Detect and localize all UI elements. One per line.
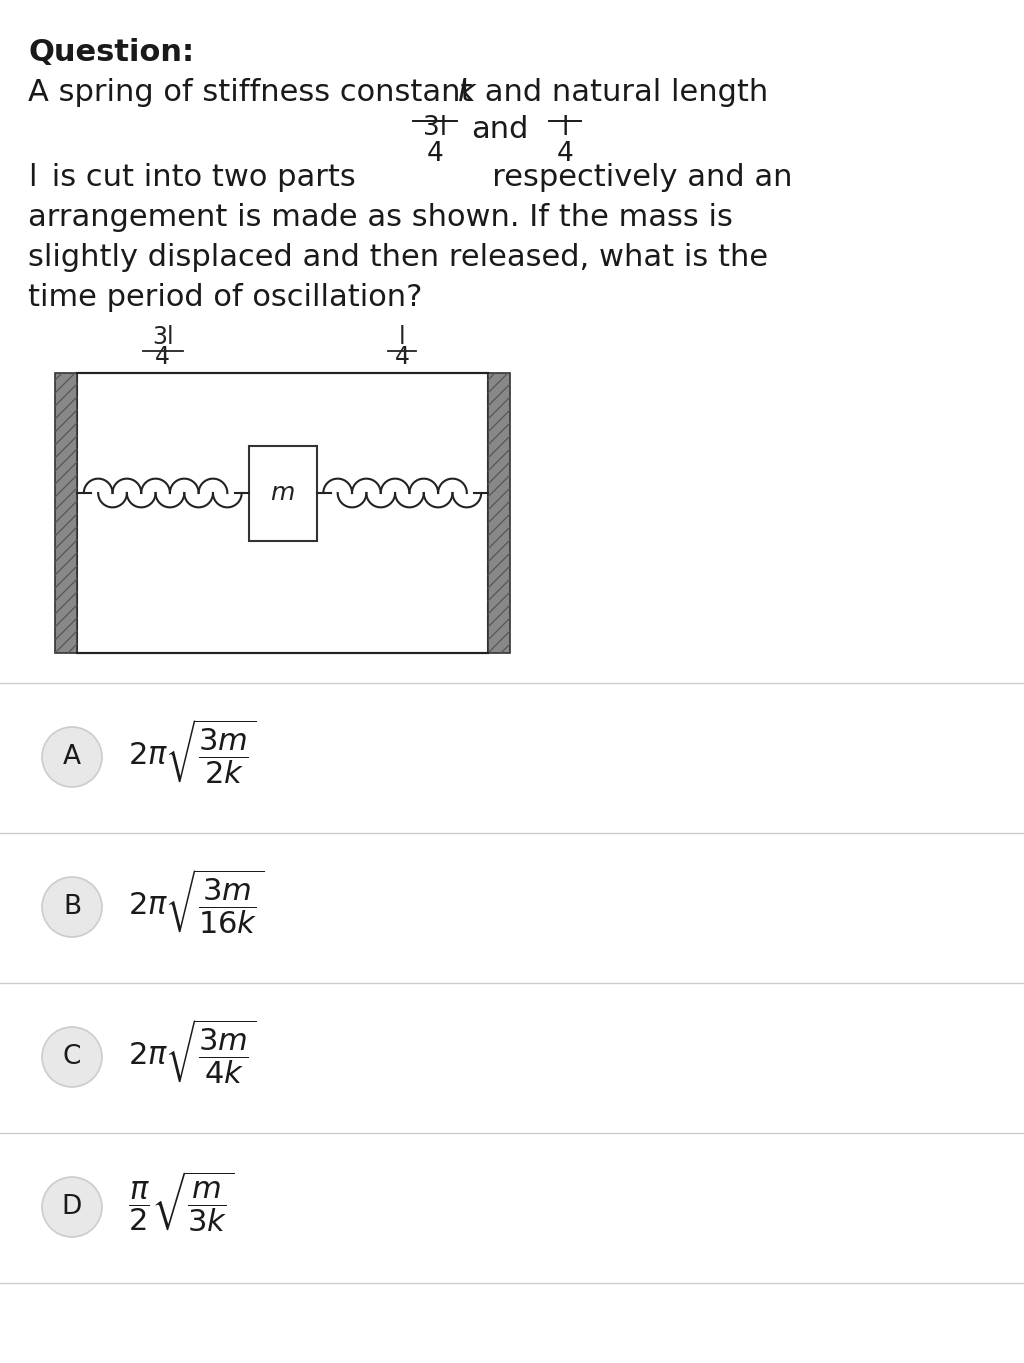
Text: 3l: 3l bbox=[423, 114, 447, 140]
Text: Question:: Question: bbox=[28, 38, 195, 67]
Text: k: k bbox=[458, 78, 475, 108]
Text: and natural length: and natural length bbox=[475, 78, 768, 108]
Text: is cut into two parts              respectively and an: is cut into two parts respectively and a… bbox=[42, 164, 793, 192]
Text: $2\pi\sqrt{\dfrac{3m}{2k}}$: $2\pi\sqrt{\dfrac{3m}{2k}}$ bbox=[128, 718, 256, 786]
Text: D: D bbox=[61, 1194, 82, 1220]
Text: 4: 4 bbox=[557, 140, 573, 168]
Text: C: C bbox=[62, 1044, 81, 1070]
Text: A: A bbox=[63, 744, 81, 770]
Text: 4: 4 bbox=[427, 140, 443, 168]
Text: $2\pi\sqrt{\dfrac{3m}{16k}}$: $2\pi\sqrt{\dfrac{3m}{16k}}$ bbox=[128, 868, 264, 936]
Bar bbox=[488, 373, 510, 653]
Text: m: m bbox=[270, 481, 295, 506]
Bar bbox=[249, 446, 316, 541]
Circle shape bbox=[42, 876, 102, 936]
Text: 4: 4 bbox=[156, 345, 170, 369]
Text: slightly displaced and then released, what is the: slightly displaced and then released, wh… bbox=[28, 243, 768, 273]
Text: $2\pi\sqrt{\dfrac{3m}{4k}}$: $2\pi\sqrt{\dfrac{3m}{4k}}$ bbox=[128, 1018, 256, 1086]
Text: l: l bbox=[28, 164, 37, 192]
Text: l: l bbox=[399, 324, 406, 349]
Circle shape bbox=[42, 1026, 102, 1088]
Bar bbox=[55, 373, 77, 653]
Bar bbox=[77, 373, 488, 653]
Text: B: B bbox=[62, 894, 81, 920]
Text: 4: 4 bbox=[394, 345, 410, 369]
Circle shape bbox=[42, 1178, 102, 1238]
Text: $\dfrac{\pi}{2}\sqrt{\dfrac{m}{3k}}$: $\dfrac{\pi}{2}\sqrt{\dfrac{m}{3k}}$ bbox=[128, 1169, 234, 1234]
Text: l: l bbox=[561, 114, 568, 140]
Text: and: and bbox=[471, 114, 528, 144]
Text: arrangement is made as shown. If the mass is: arrangement is made as shown. If the mas… bbox=[28, 203, 733, 232]
Text: time period of oscillation?: time period of oscillation? bbox=[28, 284, 422, 312]
Circle shape bbox=[42, 726, 102, 786]
Text: 3l: 3l bbox=[152, 324, 173, 349]
Text: A spring of stiffness constant: A spring of stiffness constant bbox=[28, 78, 482, 108]
